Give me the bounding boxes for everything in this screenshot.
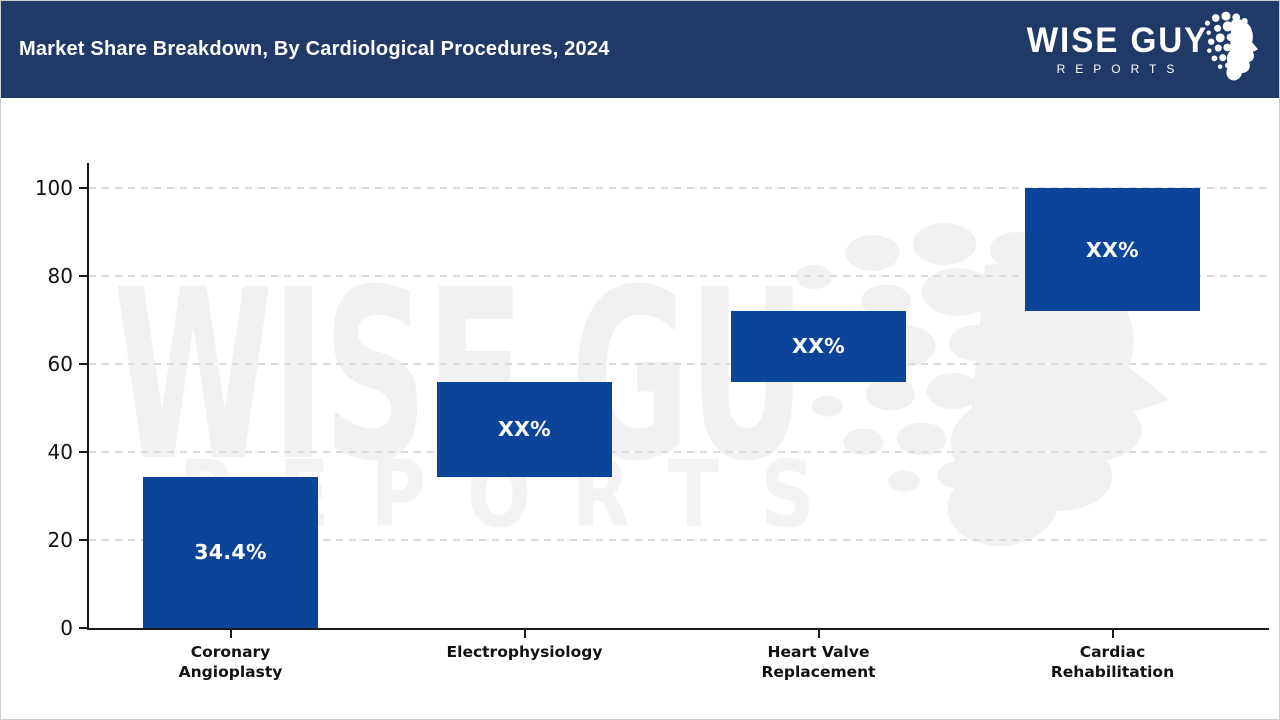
gridline <box>89 187 1267 189</box>
y-tick-mark <box>79 363 87 365</box>
y-axis-spine <box>87 163 89 630</box>
y-tick-mark <box>79 539 87 541</box>
logo-wordmark-block: WISE GUY REPORTS <box>1022 23 1213 76</box>
y-tick-mark <box>79 627 87 629</box>
y-tick-label: 40 <box>47 440 73 464</box>
y-tick-label: 20 <box>47 528 73 552</box>
y-tick-label: 0 <box>60 616 73 640</box>
x-category-label: Coronary Angioplasty <box>178 643 283 681</box>
gridline <box>89 275 1267 277</box>
bar: XX% <box>1025 188 1200 312</box>
x-category-label: Cardiac Rehabilitation <box>1050 643 1175 681</box>
x-category-label: Heart Valve Replacement <box>761 643 876 681</box>
y-tick-mark <box>79 187 87 189</box>
gridline <box>89 363 1267 365</box>
y-tick-mark <box>79 451 87 453</box>
bar-value-label: XX% <box>791 334 846 359</box>
brand-logo: WISE GUY REPORTS <box>1022 10 1265 90</box>
bar-value-label: XX% <box>1085 237 1140 262</box>
page-title: Market Share Breakdown, By Cardiological… <box>19 38 610 60</box>
header-bar: Market Share Breakdown, By Cardiological… <box>1 1 1279 98</box>
bar: XX% <box>731 311 906 382</box>
x-category-label: Electrophysiology <box>446 643 603 661</box>
bar-value-label: 34.4% <box>194 540 267 565</box>
x-tick-mark <box>1111 630 1114 638</box>
x-tick-mark <box>523 630 526 638</box>
y-tick-mark <box>79 275 87 277</box>
y-tick-label: 100 <box>34 176 73 200</box>
bar: 34.4% <box>143 476 318 628</box>
y-tick-label: 60 <box>47 352 73 376</box>
bar: XX% <box>437 381 612 477</box>
logo-wordmark: WISE GUY <box>1026 21 1209 60</box>
gridline <box>89 451 1267 453</box>
logo-subtext: REPORTS <box>1056 62 1185 76</box>
gridline <box>89 539 1267 541</box>
y-tick-label: 80 <box>47 264 73 288</box>
x-tick-mark <box>229 630 232 638</box>
x-axis-spine <box>87 628 1269 630</box>
x-tick-mark <box>817 630 820 638</box>
bar-value-label: XX% <box>497 417 552 442</box>
